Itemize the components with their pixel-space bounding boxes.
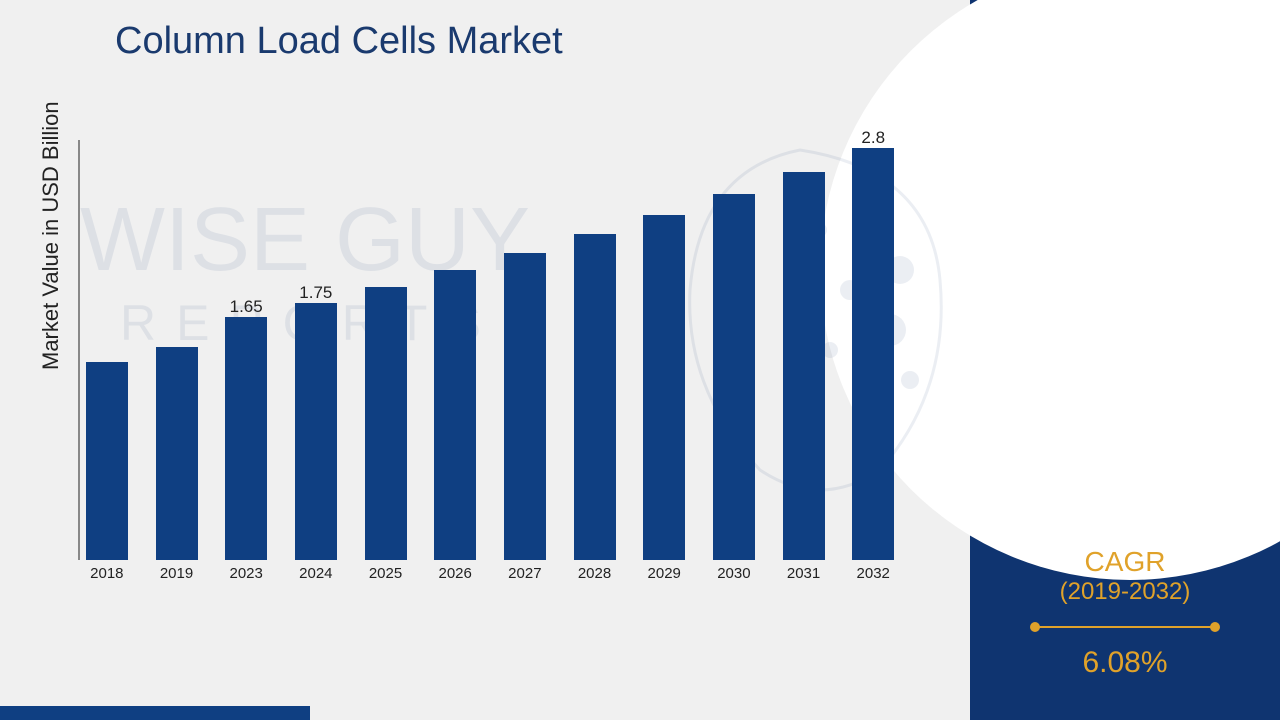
bottom-accent-bar — [0, 706, 310, 720]
cagr-title: CAGR — [970, 546, 1280, 578]
x-label: 2019 — [154, 565, 200, 582]
bar-wrap — [711, 194, 757, 560]
x-label: 2018 — [84, 565, 130, 582]
x-label: 2030 — [711, 565, 757, 582]
bar — [86, 362, 128, 560]
logo-subtext: REPORTS — [1030, 66, 1260, 83]
x-label: 2031 — [781, 565, 827, 582]
bar — [713, 194, 755, 560]
bar-wrap — [502, 253, 548, 560]
bar-value-label: 1.65 — [223, 297, 269, 317]
x-label: 2028 — [572, 565, 618, 582]
bar — [434, 270, 476, 560]
logo-head-icon — [1214, 18, 1260, 68]
bar-chart: 1.65 1.75 2.8 — [80, 140, 900, 560]
bar-wrap: 1.75 — [293, 303, 339, 560]
bar-wrap — [84, 362, 130, 560]
x-label: 2023 — [223, 565, 269, 582]
x-label: 2029 — [641, 565, 687, 582]
bar-value-label: 2.8 — [850, 128, 896, 148]
x-label: 2024 — [293, 565, 339, 582]
bar-wrap — [572, 234, 618, 560]
cagr-value: 6.08% — [970, 646, 1280, 680]
bar — [365, 287, 407, 560]
bar-wrap: 1.65 — [223, 317, 269, 560]
bar-value-label: 1.75 — [293, 283, 339, 303]
y-axis-label: Market Value in USD Billion — [38, 101, 64, 370]
bar-wrap: 2.8 — [850, 148, 896, 560]
bar — [156, 347, 198, 560]
logo-text: WISE GUY — [1030, 24, 1208, 63]
bar — [643, 215, 685, 560]
cagr-divider — [1035, 626, 1215, 628]
x-label: 2026 — [432, 565, 478, 582]
bar — [852, 148, 894, 560]
chart-title: Column Load Cells Market — [115, 20, 563, 63]
bar — [295, 303, 337, 560]
bar-wrap — [432, 270, 478, 560]
cagr-range: (2019-2032) — [970, 578, 1280, 606]
bar-wrap — [641, 215, 687, 560]
bar-wrap — [363, 287, 409, 560]
bar — [225, 317, 267, 560]
cagr-block: CAGR (2019-2032) 6.08% — [970, 546, 1280, 680]
x-label: 2025 — [363, 565, 409, 582]
bar — [783, 172, 825, 560]
x-axis-labels: 2018 2019 2023 2024 2025 2026 2027 2028 2029 2030… — [80, 565, 900, 582]
x-label: 2027 — [502, 565, 548, 582]
x-label: 2032 — [850, 565, 896, 582]
brand-logo: WISE GUY REPORTS — [1030, 18, 1260, 83]
bar — [574, 234, 616, 560]
bar — [504, 253, 546, 560]
bar-wrap — [781, 172, 827, 560]
bar-wrap — [154, 347, 200, 560]
